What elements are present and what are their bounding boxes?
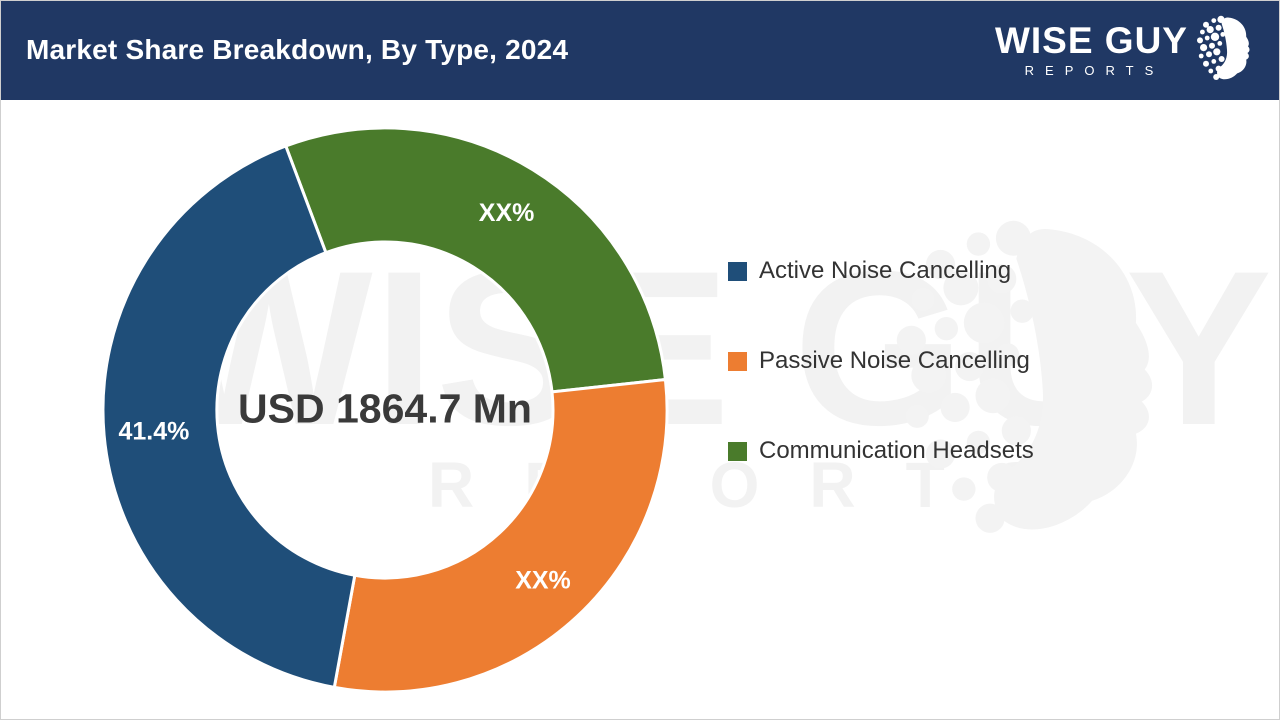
legend-label: Communication Headsets <box>759 437 1034 464</box>
donut-segment-active-noise-cancelling <box>101 144 357 690</box>
page-title: Market Share Breakdown, By Type, 2024 <box>26 34 569 65</box>
donut-segment-passive-noise-cancelling <box>332 377 669 694</box>
segment-percentage-label: XX% <box>479 199 535 227</box>
legend-swatch <box>728 351 747 371</box>
legend-item-communication-headsets: Communication Headsets <box>728 437 1034 465</box>
donut-center-value: USD 1864.7 Mn <box>238 385 532 432</box>
logo-text: WISE GUY REPORTS <box>995 22 1188 78</box>
header-bar: Market Share Breakdown, By Type, 2024 WI… <box>0 0 1280 100</box>
logo-reports-label: REPORTS <box>1024 63 1165 78</box>
logo-wiseguy-label: WISE GUY <box>994 20 1188 61</box>
donut-segment-communication-headsets <box>283 126 668 394</box>
logo-face-icon <box>1197 15 1250 80</box>
wise-guy-reports-logo: WISE GUY REPORTS <box>995 14 1254 86</box>
legend-swatch <box>728 441 747 461</box>
legend-label: Active Noise Cancelling <box>759 257 1012 284</box>
legend-swatch <box>728 261 747 281</box>
legend-item-passive-noise-cancelling: Passive Noise Cancelling <box>728 347 1030 375</box>
legend-label: Passive Noise Cancelling <box>759 347 1030 374</box>
segment-percentage-label: 41.4% <box>118 417 189 445</box>
legend-item-active-noise-cancelling: Active Noise Cancelling <box>728 257 1011 285</box>
segment-percentage-label: XX% <box>515 567 571 595</box>
